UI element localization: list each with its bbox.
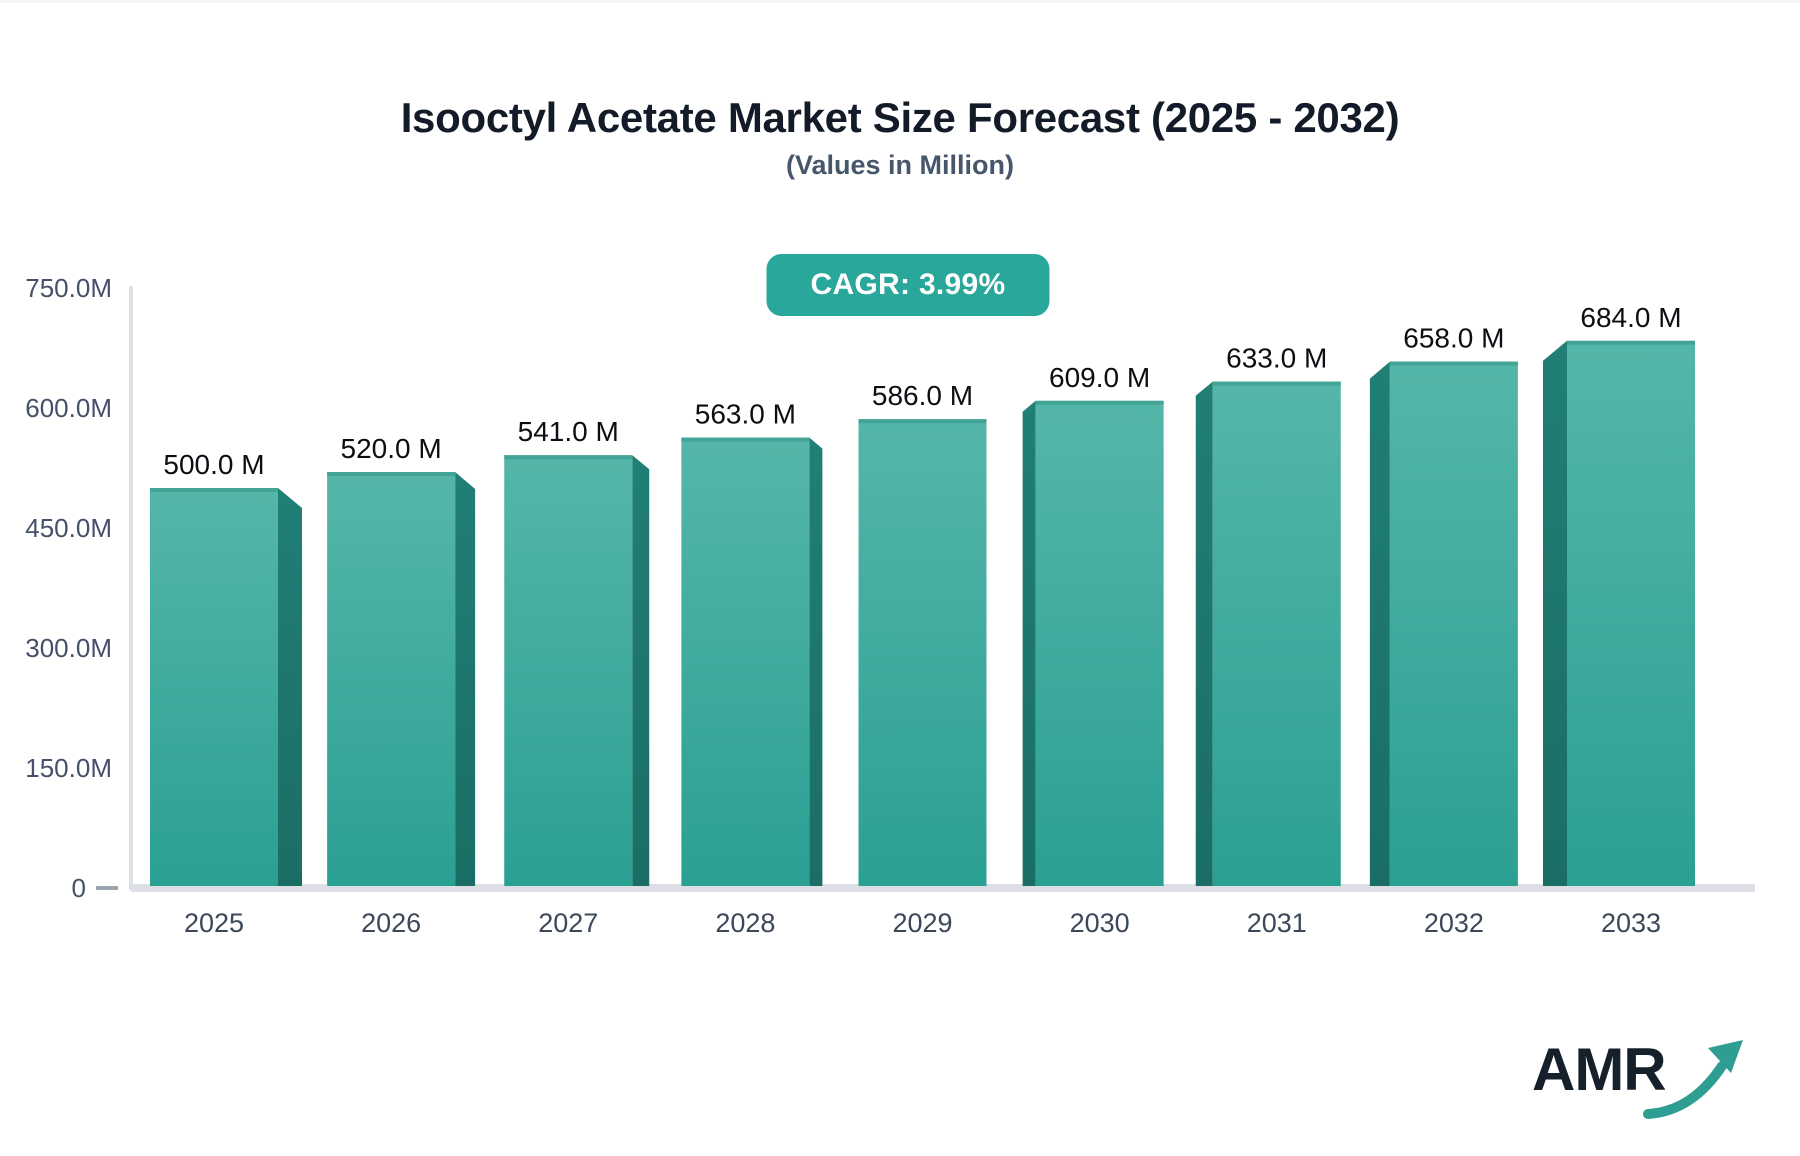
y-axis-line bbox=[129, 286, 133, 890]
bar-value-label-2027: 541.0 M bbox=[518, 416, 619, 447]
bar-side-2027 bbox=[632, 455, 650, 886]
bar-top-edge-2029 bbox=[858, 419, 987, 424]
bar-value-label-2025: 500.0 M bbox=[163, 449, 264, 480]
bar-top-edge-2025 bbox=[150, 488, 278, 492]
bar-top-edge-2027 bbox=[504, 455, 633, 460]
x-tick-label-2025: 2025 bbox=[184, 908, 244, 938]
growth-arrow-icon bbox=[1643, 1040, 1743, 1119]
bar-2033[interactable] bbox=[1567, 340, 1695, 886]
y-tick-label-0: 0 bbox=[72, 873, 86, 903]
bar-side-2031 bbox=[1195, 381, 1213, 886]
bar-value-label-2029: 586.0 M bbox=[872, 380, 973, 411]
bar-2028[interactable] bbox=[681, 437, 810, 886]
bar-top-edge-2030 bbox=[1035, 400, 1164, 405]
bar-value-label-2031: 633.0 M bbox=[1226, 343, 1327, 374]
bar-2029[interactable] bbox=[858, 419, 987, 886]
x-tick-label-2029: 2029 bbox=[892, 908, 952, 938]
x-tick-label-2028: 2028 bbox=[715, 908, 775, 938]
y-tick-label-450.0M: 450.0M bbox=[25, 513, 112, 543]
x-tick-label-2030: 2030 bbox=[1070, 908, 1130, 938]
bar-top-edge-2031 bbox=[1212, 381, 1341, 386]
bar-2027[interactable] bbox=[504, 455, 633, 886]
bar-side-2025 bbox=[278, 488, 302, 886]
x-tick-label-2027: 2027 bbox=[538, 908, 598, 938]
bar-2025[interactable] bbox=[150, 488, 278, 886]
bar-side-2030 bbox=[1022, 400, 1036, 886]
amr-logo: AMR bbox=[1532, 1026, 1743, 1130]
x-tick-label-2033: 2033 bbox=[1601, 908, 1661, 938]
bar-value-label-2033: 684.0 M bbox=[1580, 302, 1681, 333]
x-tick-label-2032: 2032 bbox=[1424, 908, 1484, 938]
x-tick-label-2026: 2026 bbox=[361, 908, 421, 938]
bar-top-edge-2026 bbox=[327, 472, 456, 476]
y-tick-label-600.0M: 600.0M bbox=[25, 393, 112, 423]
bar-value-label-2028: 563.0 M bbox=[695, 399, 796, 430]
chart-title: Isooctyl Acetate Market Size Forecast (2… bbox=[400, 94, 1400, 141]
zero-tick-mark bbox=[96, 886, 118, 890]
bar-2026[interactable] bbox=[327, 472, 456, 886]
bar-2032[interactable] bbox=[1389, 361, 1518, 887]
x-tick-label-2031: 2031 bbox=[1247, 908, 1307, 938]
bar-side-2033 bbox=[1543, 340, 1567, 886]
x-axis-line bbox=[131, 884, 1755, 892]
bar-value-label-2032: 658.0 M bbox=[1403, 323, 1504, 354]
bar-top-edge-2028 bbox=[681, 437, 810, 442]
bar-2030[interactable] bbox=[1035, 400, 1164, 886]
bar-side-2028 bbox=[809, 437, 823, 886]
bar-side-2032 bbox=[1369, 361, 1390, 887]
bar-side-2026 bbox=[455, 472, 476, 886]
y-tick-label-750.0M: 750.0M bbox=[25, 273, 112, 303]
y-tick-label-300.0M: 300.0M bbox=[25, 633, 112, 663]
bar-top-edge-2033 bbox=[1567, 340, 1695, 345]
bar-value-label-2030: 609.0 M bbox=[1049, 362, 1150, 393]
bar-value-label-2026: 520.0 M bbox=[341, 433, 442, 464]
page-top-border bbox=[0, 0, 1800, 3]
y-tick-label-150.0M: 150.0M bbox=[25, 753, 112, 783]
chart-subtitle: (Values in Million) bbox=[785, 150, 1015, 180]
cagr-badge: CAGR: 3.99% bbox=[766, 254, 1050, 316]
amr-logo-text: AMR bbox=[1532, 1036, 1667, 1103]
bar-top-edge-2032 bbox=[1389, 361, 1518, 366]
bar-2031[interactable] bbox=[1212, 381, 1341, 886]
